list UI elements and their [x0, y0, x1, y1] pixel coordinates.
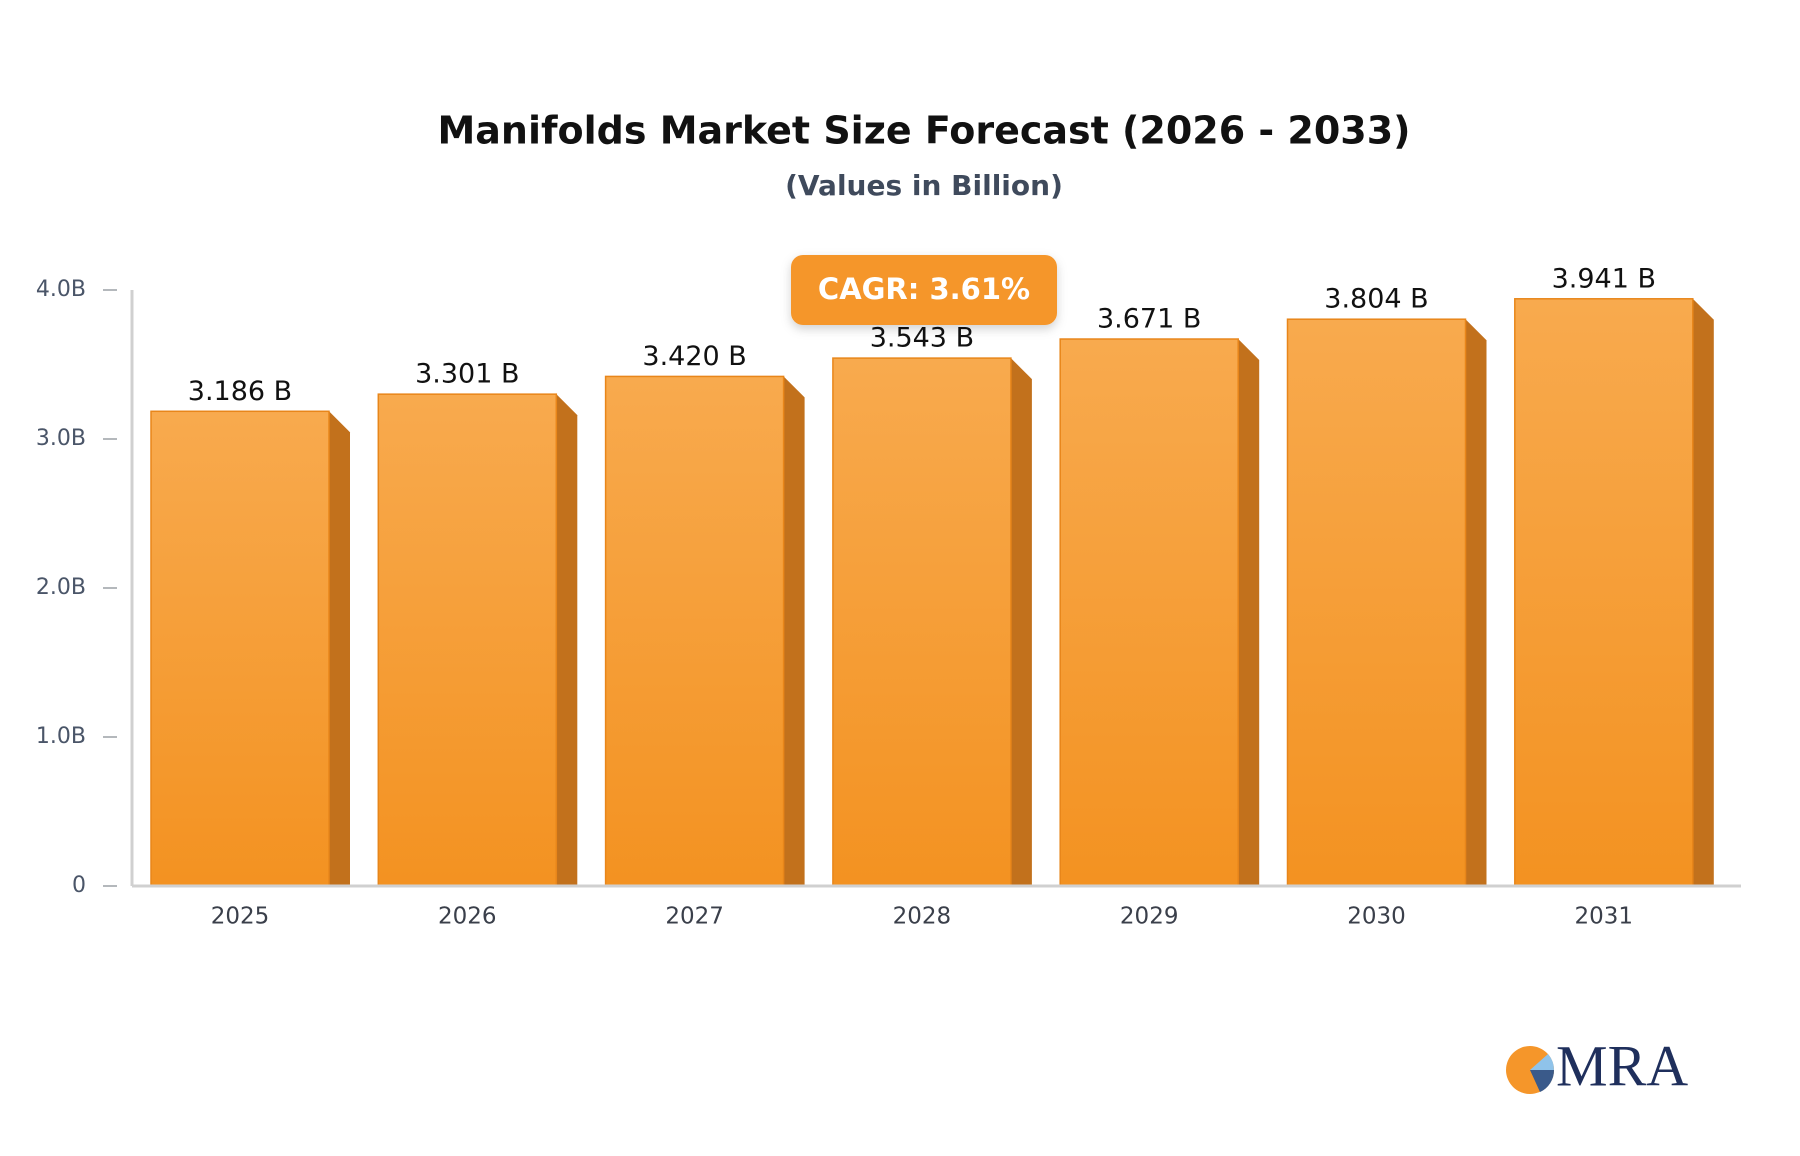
bar-side: [1238, 339, 1260, 886]
x-tick-label: 2026: [438, 904, 497, 930]
data-label: 3.804 B: [1324, 284, 1428, 315]
bar: [832, 357, 1012, 887]
bar: [1514, 298, 1694, 887]
bar-side: [1465, 319, 1487, 887]
bar: [150, 410, 330, 887]
logo-icon-slice: [1530, 1070, 1555, 1092]
chart-subtitle: (Values in Billion): [785, 169, 1063, 202]
bar-side: [329, 411, 350, 886]
data-label: 3.301 B: [415, 359, 519, 390]
y-tick-label: 2.0B: [36, 575, 86, 600]
bar: [604, 375, 785, 887]
data-label: 3.941 B: [1552, 263, 1656, 294]
x-tick-label: 2025: [211, 904, 270, 930]
chart-title: Manifolds Market Size Forecast (2026 - 2…: [437, 109, 1410, 153]
y-tick-label: 4.0B: [36, 277, 86, 302]
x-tick-label: 2029: [1120, 904, 1179, 930]
bar-side: [1010, 358, 1032, 886]
bar-side: [556, 394, 578, 886]
bar: [1286, 318, 1467, 887]
x-tick-label: 2030: [1347, 904, 1406, 930]
bar: [1059, 338, 1239, 887]
x-tick-label: 2028: [893, 904, 952, 930]
bar-side: [783, 376, 805, 886]
logo-icon-slice: [1530, 1054, 1555, 1070]
cagr-badge: CAGR: 3.61%: [791, 255, 1057, 325]
data-label: 3.543 B: [870, 323, 974, 354]
data-label: 3.186 B: [188, 376, 292, 407]
y-tick-label: 0: [72, 873, 86, 898]
x-tick-label: 2031: [1575, 904, 1634, 930]
bars: 3.186 B 3.301 B 3.420 B 3.543 B 3.671 B 3.804…: [150, 263, 1714, 887]
data-label: 3.671 B: [1097, 304, 1201, 335]
bar-side: [1692, 298, 1714, 886]
y-tick-label: 1.0B: [36, 724, 86, 749]
x-tick-label: 2027: [665, 904, 724, 930]
data-label: 3.420 B: [642, 341, 746, 372]
logo: MRA: [1506, 1033, 1688, 1098]
cagr-box: [791, 255, 1057, 325]
cagr-label: CAGR: 3.61%: [818, 272, 1030, 306]
bar: [377, 393, 558, 887]
logo-text: MRA: [1556, 1033, 1688, 1098]
y-tick-label: 3.0B: [36, 426, 86, 451]
